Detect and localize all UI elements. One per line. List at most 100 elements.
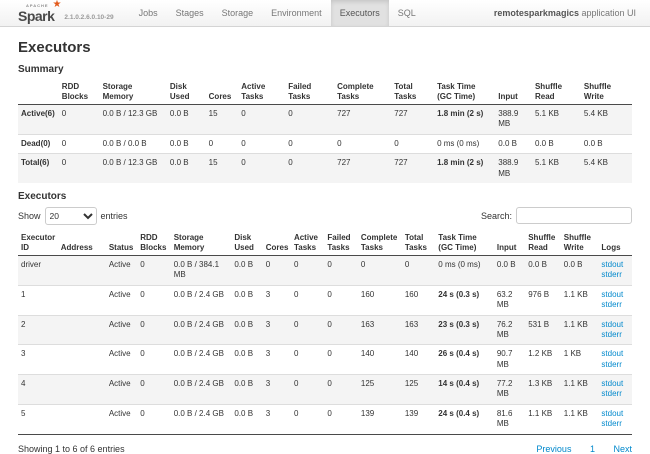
exec-cell-logs: stdout stderr <box>598 374 632 405</box>
summary-cell: 0.0 B <box>166 133 206 154</box>
exec-cell: 0 <box>324 374 358 405</box>
exec-cell-status: Active <box>105 314 138 345</box>
summary-row-label: Total(6) <box>18 153 59 183</box>
nav-item-environment[interactable]: Environment <box>271 8 322 18</box>
exec-col-logs[interactable]: Logs <box>598 230 632 256</box>
pagination-page-1[interactable]: 1 <box>589 443 595 454</box>
exec-cell: 0 <box>290 254 325 286</box>
summary-cell: 0 <box>58 133 100 154</box>
summary-cell: 727 <box>334 104 392 135</box>
spark-logo: APACHE Spark ★ <box>10 0 61 26</box>
exec-cell: 1.3 KB <box>525 374 561 405</box>
nav-item-stages[interactable]: Stages <box>175 8 204 18</box>
exec-cell-address <box>57 374 106 405</box>
exec-cell: 0.0 B <box>231 344 263 375</box>
exec-cell-task-time: 26 s (0.4 s) <box>435 344 494 375</box>
pagination-previous[interactable]: Previous <box>536 443 572 454</box>
summary-cell: 0 <box>391 133 435 154</box>
search-input[interactable] <box>516 207 632 225</box>
application-name: remotesparkmagics application UI <box>494 0 640 26</box>
executor-row-2: 2 Active 0 0.0 B / 2.4 GB 0.0 B 3 0 0 16… <box>18 314 632 345</box>
exec-col-total-tasks[interactable]: Total Tasks <box>401 230 436 256</box>
exec-cell-task-time: 23 s (0.3 s) <box>435 314 494 345</box>
summary-col-failed-tasks: Failed Tasks <box>285 80 335 105</box>
exec-cell-address <box>57 314 106 345</box>
exec-cell: 0 <box>137 344 171 375</box>
exec-col-storage-memory[interactable]: Storage Memory <box>170 230 232 256</box>
exec-cell: 531 B <box>525 314 561 345</box>
stdout-link[interactable]: stdout <box>601 259 624 269</box>
exec-cell: 139 <box>357 403 402 435</box>
summary-col-active-tasks: Active Tasks <box>238 80 286 105</box>
summary-cell: 727 <box>391 153 435 183</box>
executors-heading: Executors <box>18 190 67 202</box>
summary-cell: 0.0 B <box>495 133 532 154</box>
exec-cell: 0.0 B <box>560 254 599 286</box>
stderr-link[interactable]: stderr <box>601 270 622 280</box>
summary-cell: 0 <box>334 133 392 154</box>
stdout-link[interactable]: stdout <box>601 289 624 299</box>
exec-cell: 0 <box>401 254 436 286</box>
exec-cell-logs: stdout stderr <box>598 344 632 375</box>
exec-col-active-tasks[interactable]: Active Tasks <box>290 230 325 256</box>
exec-cell-status: Active <box>105 254 138 286</box>
nav-item-executors[interactable]: Executors <box>330 0 389 26</box>
exec-cell: 0.0 B <box>493 254 526 286</box>
stderr-link[interactable]: stderr <box>601 419 622 429</box>
summary-cell: 0.0 B / 12.3 GB <box>99 153 167 183</box>
summary-cell: 0 <box>285 153 335 183</box>
exec-cell-status: Active <box>105 403 138 435</box>
exec-cell-logs: stdout stderr <box>598 403 632 435</box>
nav-item-storage[interactable]: Storage <box>221 8 254 18</box>
show-label: Show <box>18 210 41 221</box>
exec-cell: 125 <box>401 374 436 405</box>
executors-header-row: Executor ID Address Status RDD Blocks St… <box>18 230 632 256</box>
exec-cell: 0.0 B / 384.1 MB <box>170 254 232 286</box>
exec-col-cores[interactable]: Cores <box>262 230 291 256</box>
summary-cell: 0 <box>238 153 286 183</box>
exec-col-shuffle-read[interactable]: Shuffle Read <box>525 230 561 256</box>
summary-cell: 0.0 B <box>166 104 206 135</box>
pagination-next[interactable]: Next <box>613 443 632 454</box>
nav-item-jobs[interactable]: Jobs <box>138 8 158 18</box>
summary-row-label: Active(6) <box>18 104 59 135</box>
exec-cell: 0.0 B <box>231 403 263 435</box>
stdout-link[interactable]: stdout <box>601 349 624 359</box>
stderr-link[interactable]: stderr <box>601 359 622 369</box>
exec-col-rdd-blocks[interactable]: RDD Blocks <box>137 230 171 256</box>
apache-label: APACHE <box>26 3 49 8</box>
exec-col-input[interactable]: Input <box>493 230 526 256</box>
stdout-link[interactable]: stdout <box>601 319 624 329</box>
table-controls: Show 20 entries Search: <box>18 206 632 225</box>
page-size-select[interactable]: 20 <box>44 206 97 225</box>
exec-cell: 3 <box>262 344 291 375</box>
summary-heading: Summary <box>18 64 64 75</box>
exec-col-task-time[interactable]: Task Time (GC Time) <box>435 230 494 256</box>
exec-cell-task-time: 24 s (0.3 s) <box>435 284 494 316</box>
stderr-link[interactable]: stderr <box>601 300 622 310</box>
stderr-link[interactable]: stderr <box>601 389 622 399</box>
exec-col-status[interactable]: Status <box>105 230 138 256</box>
summary-col-shuffle-read: Shuffle Read <box>531 80 581 105</box>
exec-cell: 3 <box>262 403 291 435</box>
exec-col-address[interactable]: Address <box>57 230 106 256</box>
exec-col-disk-used[interactable]: Disk Used <box>231 230 263 256</box>
exec-cell: 140 <box>357 344 402 375</box>
exec-cell: 0.0 B / 2.4 GB <box>170 403 232 435</box>
summary-cell: 0.0 B <box>531 133 581 154</box>
stdout-link[interactable]: stdout <box>601 408 624 418</box>
nav-item-sql[interactable]: SQL <box>397 8 416 18</box>
exec-cell-address <box>57 254 106 286</box>
exec-col-shuffle-write[interactable]: Shuffle Write <box>560 230 599 256</box>
stderr-link[interactable]: stderr <box>601 329 622 339</box>
exec-col-executor-id[interactable]: Executor ID <box>18 230 58 256</box>
exec-col-failed-tasks[interactable]: Failed Tasks <box>324 230 358 256</box>
exec-cell: 160 <box>401 284 436 316</box>
exec-cell: 90.7 MB <box>493 344 526 375</box>
stdout-link[interactable]: stdout <box>601 379 624 389</box>
exec-cell-task-time: 14 s (0.4 s) <box>435 374 494 405</box>
exec-col-complete-tasks[interactable]: Complete Tasks <box>357 230 402 256</box>
exec-cell-id: 1 <box>18 284 58 316</box>
spark-version: 2.1.0.2.6.0.10-29 <box>64 14 114 21</box>
search-control: Search: <box>481 207 632 225</box>
